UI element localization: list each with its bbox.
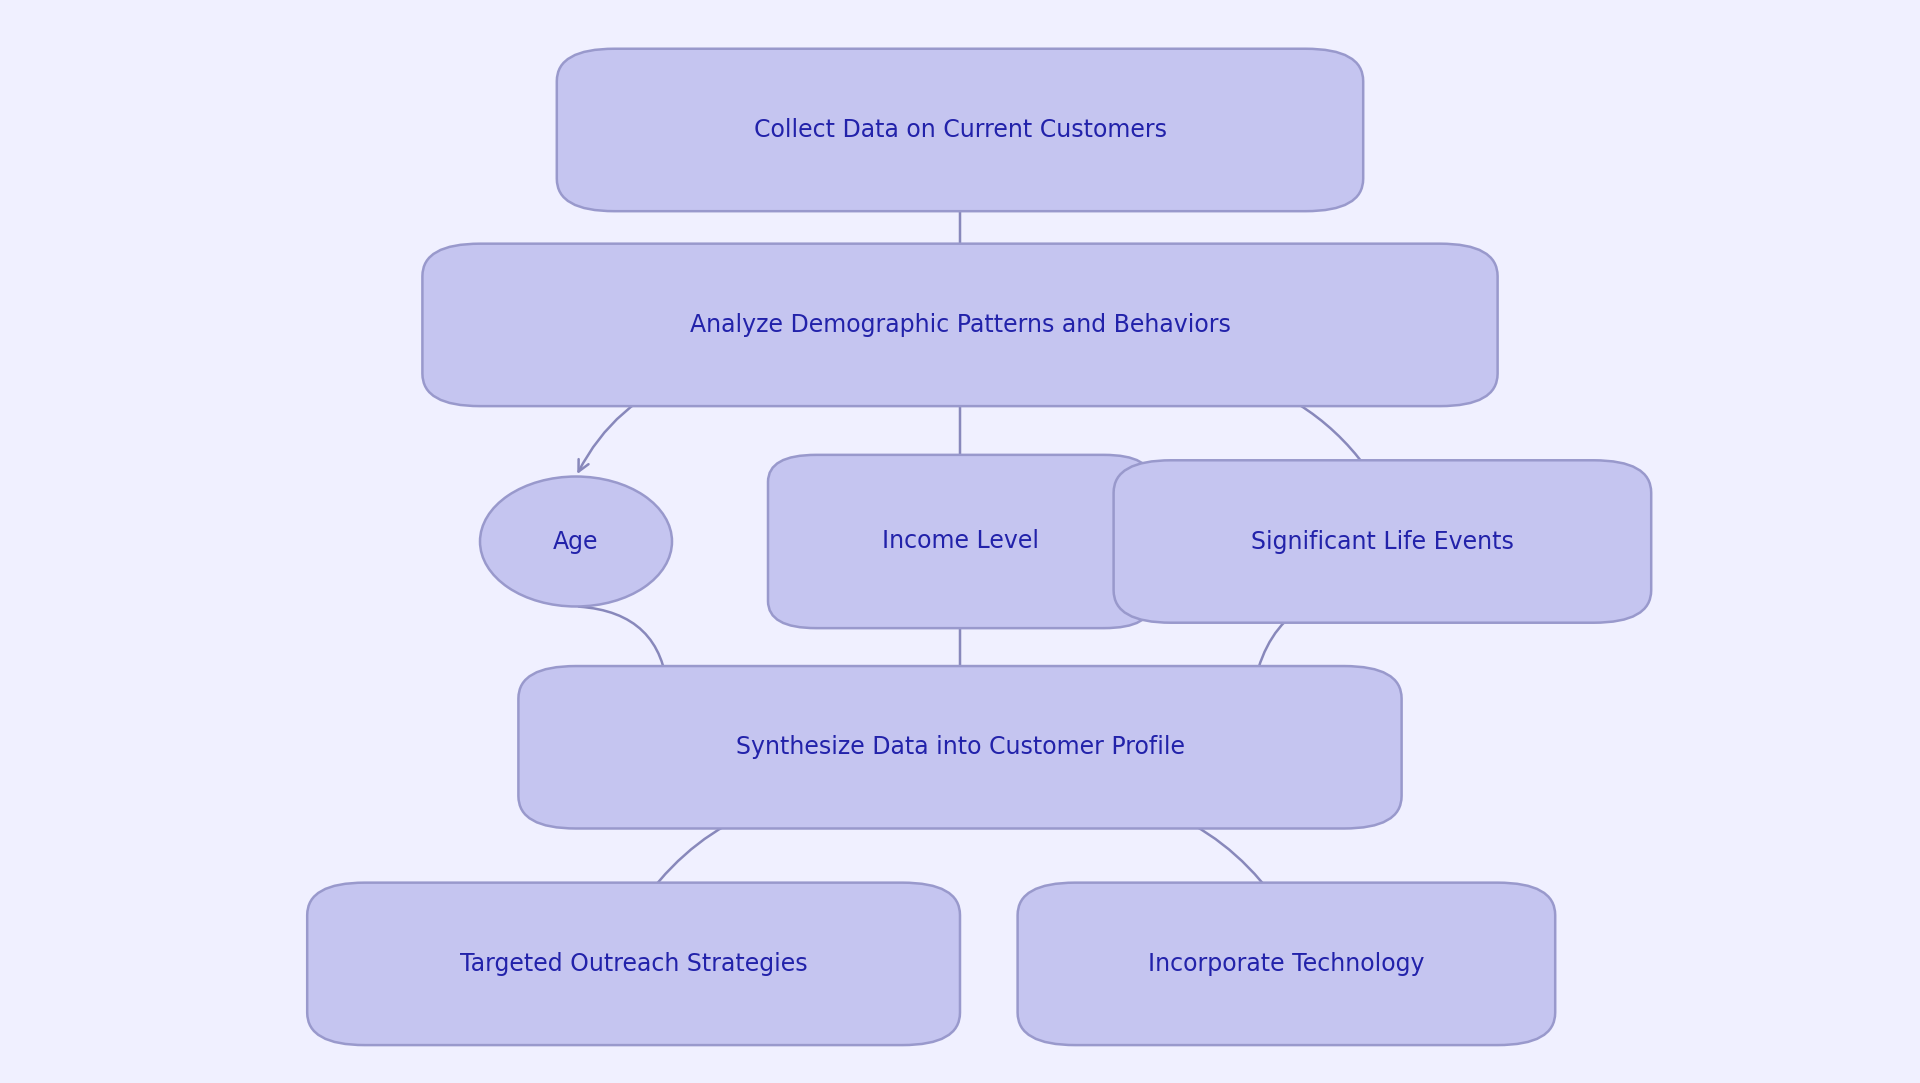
FancyBboxPatch shape [422, 244, 1498, 406]
FancyBboxPatch shape [557, 49, 1363, 211]
FancyBboxPatch shape [1018, 883, 1555, 1045]
Ellipse shape [480, 477, 672, 606]
Text: Age: Age [553, 530, 599, 553]
Text: Synthesize Data into Customer Profile: Synthesize Data into Customer Profile [735, 735, 1185, 759]
Text: Targeted Outreach Strategies: Targeted Outreach Strategies [459, 952, 808, 976]
FancyBboxPatch shape [518, 666, 1402, 828]
FancyBboxPatch shape [1114, 460, 1651, 623]
Text: Analyze Demographic Patterns and Behaviors: Analyze Demographic Patterns and Behavio… [689, 313, 1231, 337]
Text: Incorporate Technology: Incorporate Technology [1148, 952, 1425, 976]
FancyBboxPatch shape [768, 455, 1152, 628]
Text: Income Level: Income Level [881, 530, 1039, 553]
FancyBboxPatch shape [307, 883, 960, 1045]
Text: Collect Data on Current Customers: Collect Data on Current Customers [753, 118, 1167, 142]
Text: Significant Life Events: Significant Life Events [1252, 530, 1513, 553]
